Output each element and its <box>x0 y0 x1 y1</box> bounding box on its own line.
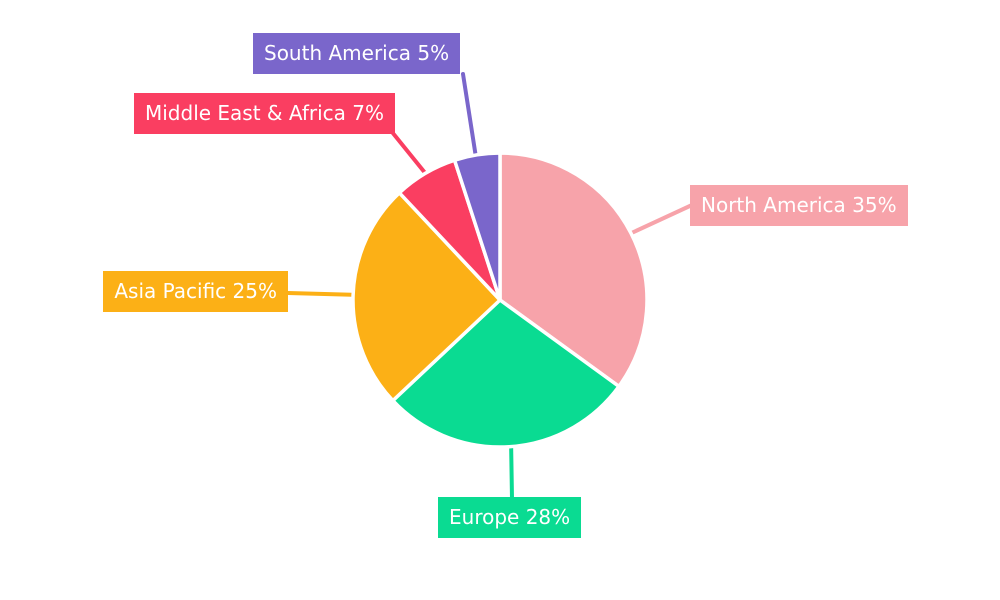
pie-slice-europe <box>391 298 621 449</box>
pie-slice-asia-pacific <box>351 191 502 403</box>
pie-label-asia-pacific: Asia Pacific 25% <box>103 271 288 312</box>
leader-line-middle-east-africa <box>390 130 432 181</box>
pie-label-middle-east-africa: Middle East & Africa 7% <box>133 93 395 134</box>
pie-label-south-america: South America 5% <box>253 33 461 74</box>
leader-line-north-america <box>623 203 694 238</box>
pie-label-north-america: North America 35% <box>690 185 908 226</box>
pie-slice-north-america <box>498 151 649 389</box>
leader-line-south-america <box>461 72 479 166</box>
leader-line-asia-pacific <box>286 291 363 297</box>
pie-label-europe: Europe 28% <box>438 497 582 538</box>
pie-slice-south-america <box>452 151 502 302</box>
